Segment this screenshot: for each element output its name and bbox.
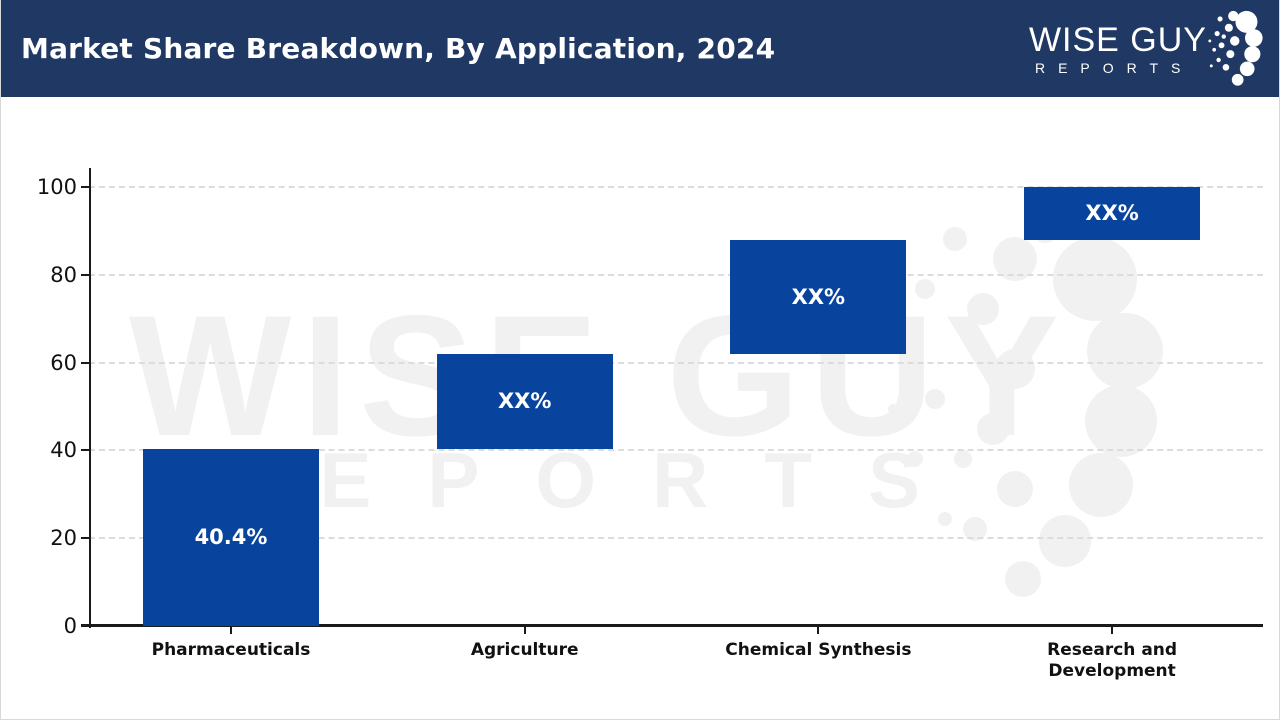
brand-logo-text: WISE GUY REPORTS bbox=[1029, 22, 1207, 76]
gridline bbox=[89, 537, 1263, 540]
x-tick bbox=[1111, 627, 1114, 634]
x-tick bbox=[817, 627, 820, 634]
gridline bbox=[89, 361, 1263, 364]
x-tick-label: Research and Development bbox=[1047, 640, 1178, 681]
bar: XX% bbox=[1024, 187, 1201, 240]
gridline bbox=[89, 186, 1263, 188]
page-title: Market Share Breakdown, By Application, … bbox=[21, 32, 776, 65]
x-tick bbox=[523, 627, 526, 634]
y-tick-label: 80 bbox=[50, 262, 77, 287]
y-tick bbox=[81, 186, 89, 188]
y-tick-label: 40 bbox=[50, 438, 77, 463]
y-tick-label: 100 bbox=[36, 175, 77, 199]
bar: XX% bbox=[730, 239, 907, 354]
y-tick bbox=[81, 273, 89, 276]
bar-value-label: 40.4% bbox=[194, 525, 268, 550]
bar-value-label: XX% bbox=[791, 284, 846, 309]
x-tick bbox=[230, 627, 232, 634]
bar-value-label: XX% bbox=[1085, 201, 1139, 226]
x-tick-label: Chemical Synthesis bbox=[725, 640, 912, 660]
x-tick-label: Agriculture bbox=[470, 640, 579, 660]
dotted-head-icon bbox=[1208, 10, 1263, 86]
x-axis bbox=[81, 624, 1263, 627]
bar: XX% bbox=[436, 353, 613, 449]
y-axis bbox=[89, 168, 91, 628]
bar-value-label: XX% bbox=[497, 389, 552, 414]
bar: 40.4% bbox=[143, 448, 319, 626]
brand-subname: REPORTS bbox=[1034, 59, 1194, 76]
brand-logo: WISE GUY REPORTS bbox=[1029, 8, 1267, 90]
y-tick bbox=[81, 537, 89, 540]
y-tick bbox=[81, 449, 89, 452]
y-tick-label: 0 bbox=[63, 614, 77, 638]
header-bar: Market Share Breakdown, By Application, … bbox=[1, 0, 1279, 97]
brand-name: WISE GUY bbox=[1028, 20, 1207, 59]
y-tick bbox=[81, 361, 89, 364]
y-tick-label: 60 bbox=[50, 350, 77, 375]
x-tick-label: Pharmaceuticals bbox=[151, 640, 311, 660]
gridline bbox=[89, 449, 1263, 452]
gridline bbox=[89, 273, 1263, 276]
y-tick-label: 20 bbox=[50, 526, 77, 551]
